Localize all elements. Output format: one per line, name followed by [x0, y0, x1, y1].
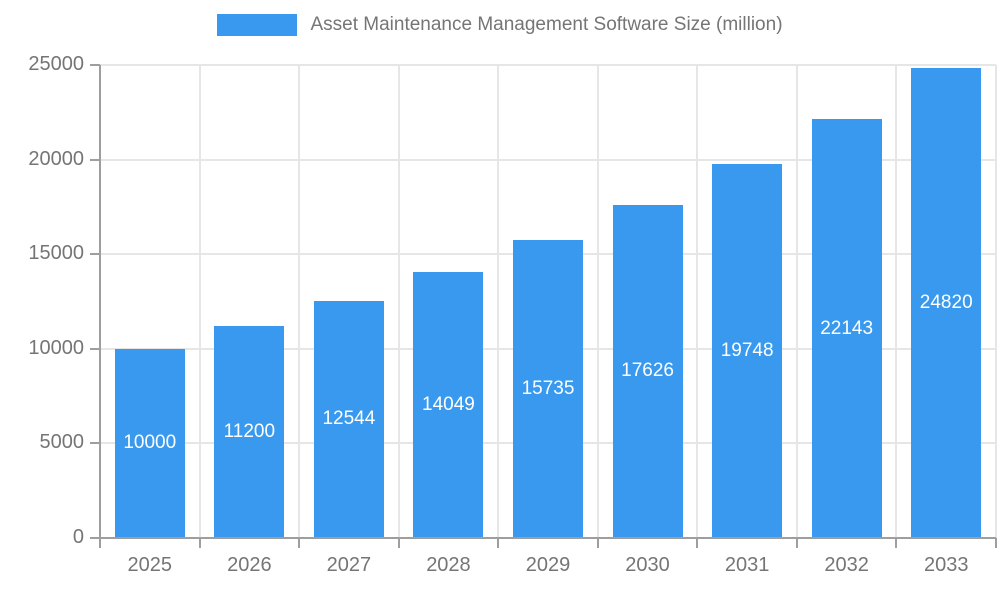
y-axis-line — [99, 65, 101, 548]
bar-2025: 10000 — [114, 348, 185, 538]
x-tick-label-2029: 2029 — [525, 554, 571, 576]
bar-value-label: 19748 — [720, 340, 774, 362]
x-tick-label-2025: 2025 — [127, 554, 173, 576]
y-axis-tick — [90, 537, 100, 539]
v-gridline — [298, 65, 301, 538]
bar-2026: 11200 — [214, 326, 285, 538]
bar-2028: 14049 — [413, 272, 484, 538]
x-tick-label-2028: 2028 — [426, 554, 471, 576]
bar-2033: 24820 — [911, 68, 982, 538]
x-tick-label-2031: 2031 — [724, 554, 770, 576]
bar-value-label: 17626 — [621, 360, 674, 382]
bar-value-label: 10000 — [123, 432, 177, 454]
v-gridline — [596, 65, 599, 538]
v-gridline — [895, 65, 898, 538]
x-tick-label-2026: 2026 — [227, 554, 272, 576]
x-axis-tick — [895, 538, 898, 548]
x-axis-tick — [298, 538, 301, 548]
x-tick-label-2027: 2027 — [326, 554, 372, 576]
v-gridline — [497, 65, 500, 538]
y-axis-tick — [90, 347, 100, 350]
y-tick-label: 5000 — [39, 431, 85, 454]
x-tick-label-2030: 2030 — [625, 554, 670, 576]
bar-2027: 12544 — [313, 300, 384, 538]
y-axis-tick — [90, 64, 100, 66]
x-tick-label-2032: 2032 — [824, 554, 869, 576]
bar-2032: 22143 — [811, 119, 882, 538]
x-axis-tick — [795, 538, 798, 548]
x-axis-tick — [99, 538, 101, 548]
y-axis-tick — [90, 442, 100, 445]
x-axis-tick — [995, 538, 997, 548]
bar-value-label: 12544 — [322, 408, 376, 430]
chart-legend[interactable]: Asset Maintenance Management Software Si… — [0, 14, 1000, 36]
y-tick-label: 15000 — [28, 242, 84, 265]
v-gridline — [696, 65, 699, 538]
bar-value-label: 14049 — [422, 394, 475, 416]
bar-2029: 15735 — [513, 240, 583, 538]
y-tick-label: 10000 — [28, 336, 84, 359]
y-tick-label: 0 — [72, 526, 84, 548]
bar-value-label: 22143 — [820, 317, 874, 339]
legend-swatch — [217, 14, 298, 36]
x-tick-label-2033: 2033 — [923, 554, 969, 576]
v-gridline — [397, 65, 400, 538]
x-axis-line — [90, 537, 996, 539]
plot-area: 10000 11200 12544 14049 15735 17626 19748 22143… — [100, 64, 997, 538]
legend-label: Asset Maintenance Management Software Si… — [310, 14, 783, 35]
x-axis-tick — [696, 538, 699, 548]
x-axis-tick — [198, 538, 201, 548]
y-tick-label: 25000 — [28, 53, 84, 75]
y-axis-tick — [90, 158, 100, 161]
y-axis-tick — [90, 253, 100, 256]
h-gridline — [100, 158, 996, 161]
v-gridline — [795, 65, 798, 538]
v-gridline — [995, 65, 997, 538]
v-gridline — [198, 65, 201, 538]
bar-value-label: 11200 — [223, 421, 276, 443]
bar-value-label: 15735 — [521, 378, 575, 400]
x-axis-tick — [596, 538, 599, 548]
y-tick-label: 20000 — [28, 147, 84, 170]
x-axis-tick — [497, 538, 500, 548]
h-gridline — [100, 64, 996, 66]
x-axis-tick — [397, 538, 400, 548]
bar-value-label: 24820 — [919, 292, 973, 314]
bar-2031: 19748 — [712, 164, 783, 538]
bar-2030: 17626 — [612, 204, 683, 538]
